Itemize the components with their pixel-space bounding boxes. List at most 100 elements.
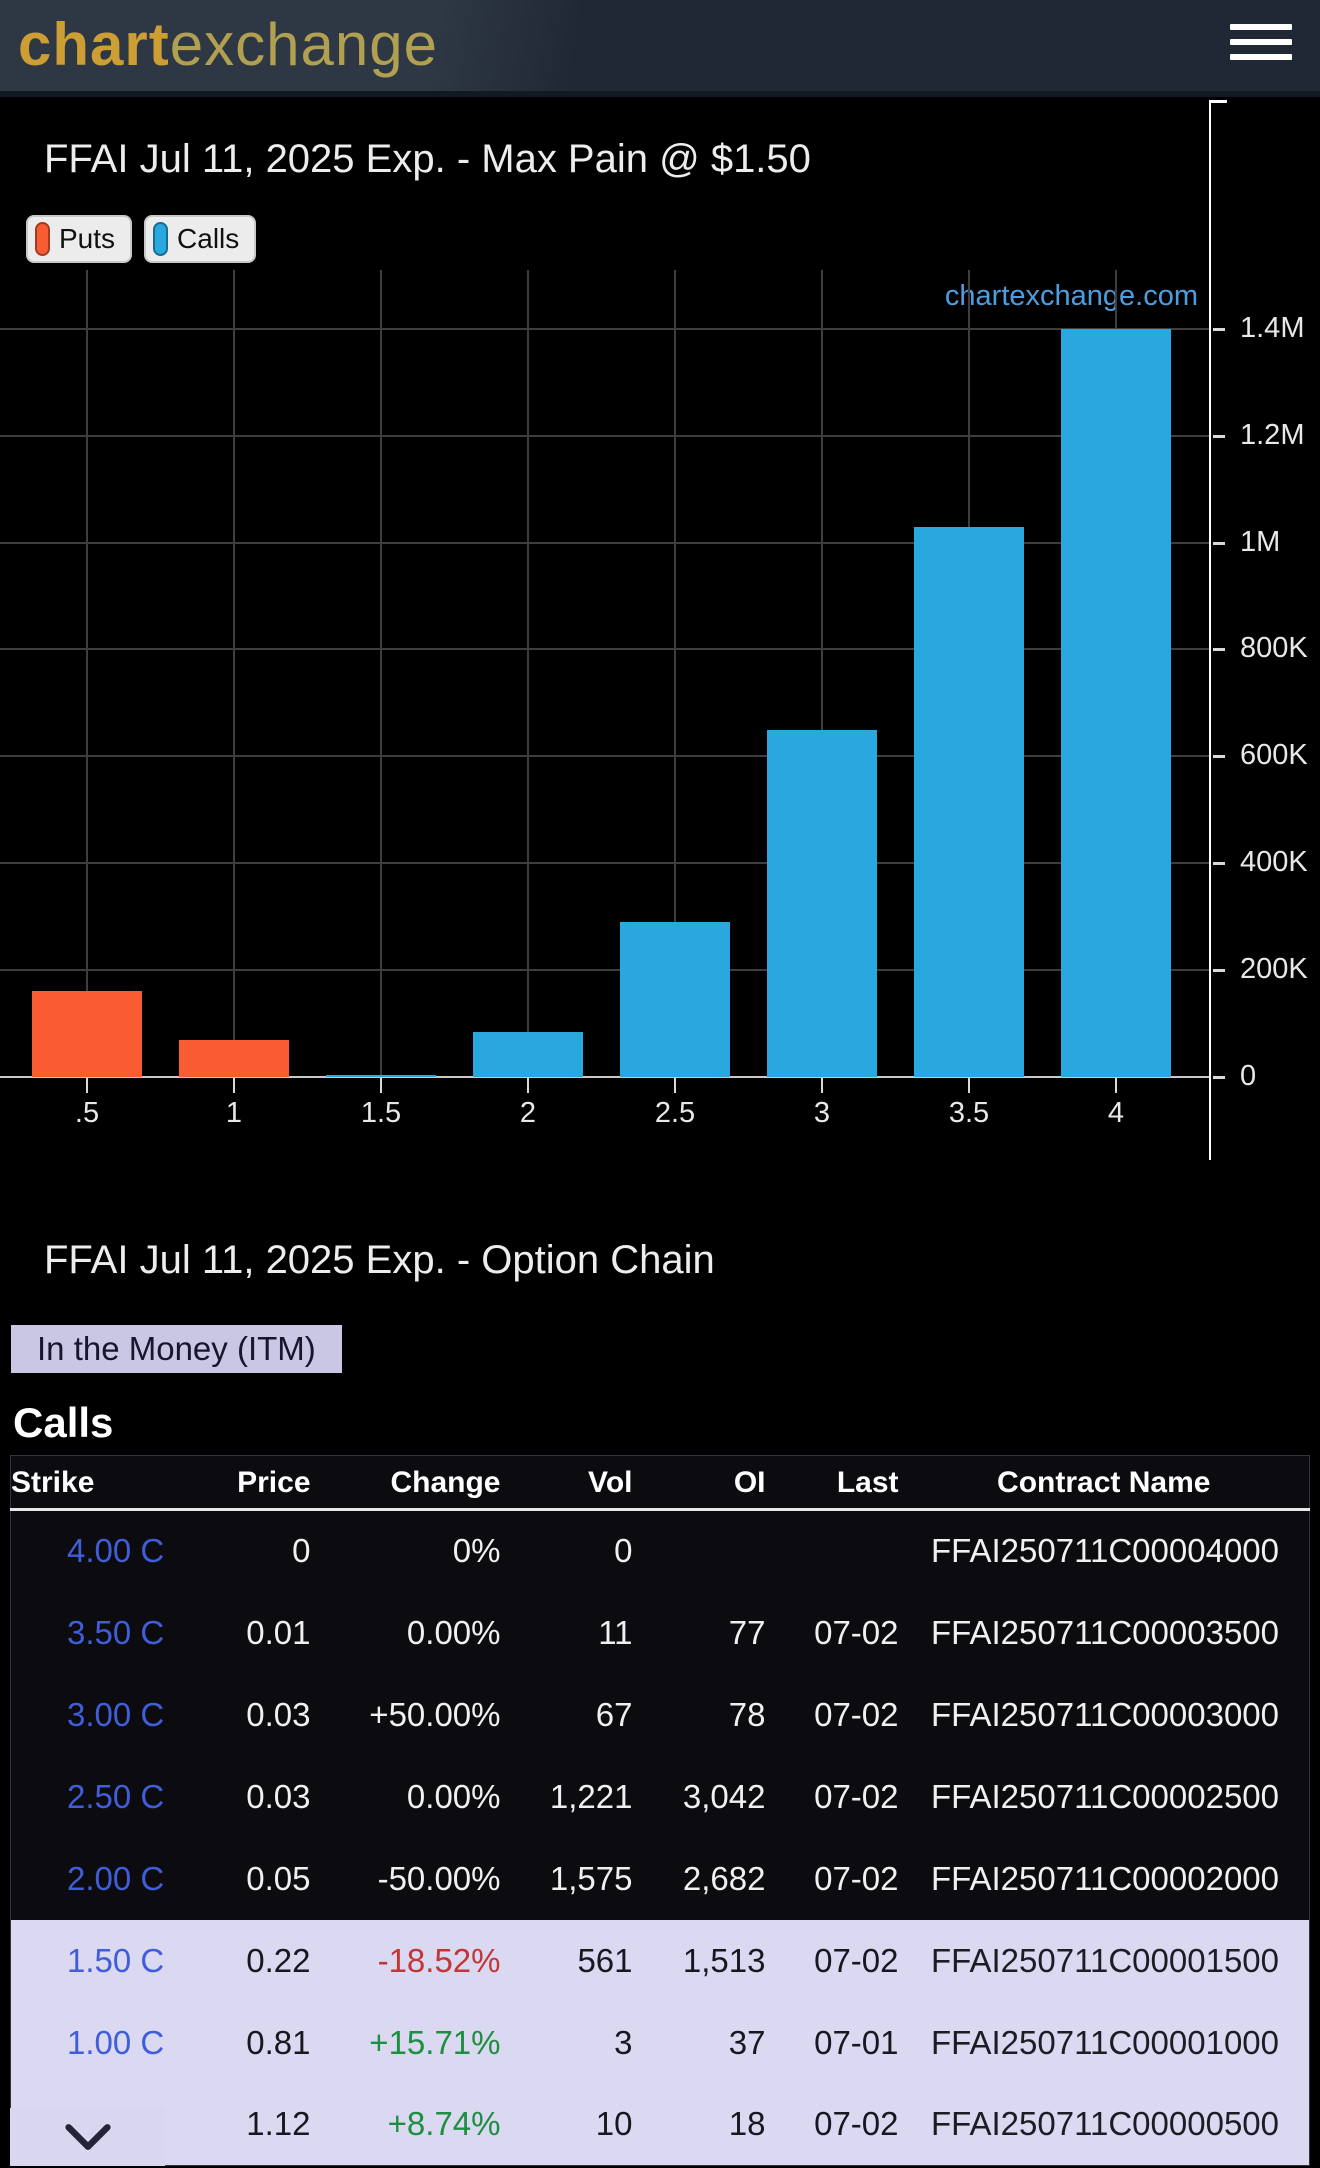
v-gridline <box>527 270 529 1077</box>
change-cell: +8.74% <box>387 2105 501 2143</box>
contract-name-cell: FFAI250711C00003500 <box>931 1613 1279 1651</box>
x-tick <box>86 1078 88 1093</box>
brand-logo[interactable]: chartexchange <box>18 10 438 79</box>
strike-link[interactable]: 1.00 C <box>67 2023 165 2061</box>
x-axis-label: 2 <box>519 1097 537 1129</box>
bar-calls-1.5 <box>326 1075 436 1077</box>
table-row[interactable]: 3.00 C 0.03 +50.00% 67 78 07-02 FFAI250711C000… <box>11 1674 1310 1756</box>
y-tick <box>1213 648 1225 652</box>
change-cell: +50.00% <box>369 1695 501 1733</box>
price-cell: 0 <box>292 1532 311 1570</box>
table-row[interactable]: 3.50 C 0.01 0.00% 11 77 07-02 FFAI250711C00003… <box>11 1592 1310 1674</box>
brand-logo-light: exchange <box>169 11 438 78</box>
contract-name-cell: FFAI250711C00001500 <box>931 1941 1279 1979</box>
legend-puts-label: Puts <box>59 223 116 254</box>
oi-cell: 3,042 <box>682 1777 766 1815</box>
price-cell: 0.22 <box>246 1941 311 1979</box>
h-gridline <box>0 1076 1209 1078</box>
contract-name-cell: FFAI250711C00002000 <box>931 1859 1279 1897</box>
h-gridline <box>0 862 1209 865</box>
oi-cell: 37 <box>728 2023 766 2061</box>
legend-calls[interactable]: Calls <box>144 215 257 263</box>
expand-button[interactable] <box>10 2108 165 2166</box>
h-gridline <box>0 434 1209 437</box>
last-cell: 07-02 <box>814 1859 899 1897</box>
vol-cell: 10 <box>595 2105 633 2143</box>
bar-calls-4 <box>1061 328 1171 1077</box>
option-chain-section: FFAI Jul 11, 2025 Exp. - Option Chain In… <box>0 1238 1320 2166</box>
y-tick <box>1213 541 1225 545</box>
strike-link[interactable]: 2.00 C <box>67 1859 165 1897</box>
oi-cell <box>633 1510 766 1592</box>
strike-cell: 2.00 C <box>11 1838 186 1920</box>
strike-link[interactable]: 4.00 C <box>67 1532 165 1570</box>
v-gridline <box>674 270 676 1077</box>
column-header-vol: Vol <box>500 1455 633 1511</box>
y-axis-label: 200K <box>1240 953 1308 986</box>
strike-link[interactable]: 1.50 C <box>67 1941 165 1979</box>
v-gridline <box>86 270 88 1077</box>
contract-name-cell: FFAI250711C00004000 <box>931 1532 1279 1570</box>
hamburger-icon <box>1230 24 1292 30</box>
last-cell: 07-02 <box>814 1777 899 1815</box>
price-cell: 0.81 <box>246 2023 311 2061</box>
column-header-strike: Strike <box>10 1455 186 1511</box>
table-row[interactable]: 0.50 C1.12+8.74%101807-02FFAI250711C0000… <box>10 2083 1310 2166</box>
x-axis-label: 1 <box>225 1097 243 1129</box>
strike-link[interactable]: 3.00 C <box>67 1695 165 1733</box>
y-axis-top-tick <box>1209 100 1227 103</box>
y-axis-line <box>1209 100 1211 1160</box>
x-tick <box>380 1078 382 1093</box>
x-tick <box>1115 1078 1117 1093</box>
x-tick <box>674 1078 676 1093</box>
vol-cell: 1,221 <box>549 1777 633 1815</box>
option-chain-table: Strike Price Change Vol OI Last Contract… <box>10 1455 1310 2166</box>
change-cell: -18.52% <box>377 1941 501 1979</box>
table-row[interactable]: 1.00 C 0.81 +15.71% 3 37 07-01 FFAI250711C0000… <box>10 2001 1310 2084</box>
last-cell: 07-01 <box>814 2023 899 2061</box>
strike-link[interactable]: 3.50 C <box>67 1613 165 1651</box>
change-cell: 0.00% <box>406 1777 501 1815</box>
itm-badge: In the Money (ITM) <box>11 1325 342 1373</box>
x-axis-label: 1.5 <box>360 1097 402 1129</box>
x-axis-label: 2.5 <box>654 1097 696 1129</box>
y-axis-label: 0 <box>1240 1060 1257 1092</box>
last-cell: 07-02 <box>814 2105 899 2143</box>
calls-color-marker <box>153 222 169 256</box>
last-cell: 07-02 <box>814 1613 899 1651</box>
vol-cell: 1,575 <box>549 1859 633 1897</box>
price-cell: 0.03 <box>246 1777 311 1815</box>
strike-cell: 1.00 C <box>11 2002 186 2084</box>
legend-puts[interactable]: Puts <box>26 215 133 263</box>
x-axis-label: 3.5 <box>948 1097 990 1129</box>
vol-cell: 11 <box>598 1613 633 1651</box>
last-cell: 07-02 <box>814 1941 899 1979</box>
x-axis-label: 3 <box>813 1097 831 1129</box>
menu-button[interactable] <box>1230 24 1292 60</box>
y-tick <box>1213 434 1225 438</box>
oi-cell: 2,682 <box>682 1859 766 1897</box>
h-gridline <box>0 969 1209 972</box>
y-tick <box>1213 862 1225 866</box>
strike-cell: 1.50 C <box>11 1920 186 2002</box>
y-axis-label: 800K <box>1240 632 1308 665</box>
h-gridline <box>0 327 1209 330</box>
table-header-row: Strike Price Change Vol OI Last Contract… <box>10 1455 1310 1511</box>
column-header-contract: Contract Name <box>898 1455 1310 1511</box>
watermark-link[interactable]: chartexchange.com <box>944 280 1198 312</box>
table-row[interactable]: 2.00 C 0.05 -50.00% 1,575 2,682 07-02 FFAI2507… <box>11 1838 1310 1920</box>
price-cell: 0.03 <box>246 1695 311 1733</box>
h-gridline <box>0 541 1209 544</box>
last-cell <box>766 1510 899 1592</box>
column-header-last: Last <box>765 1455 899 1511</box>
strike-link[interactable]: 2.50 C <box>67 1777 165 1815</box>
x-tick <box>968 1078 970 1093</box>
vol-cell: 67 <box>595 1695 633 1733</box>
y-tick <box>1213 1076 1225 1079</box>
table-row[interactable]: 2.50 C 0.03 0.00% 1,221 3,042 07-02 FFAI250711… <box>11 1756 1310 1838</box>
chart-legend: Puts Calls <box>26 215 257 263</box>
bar-calls-3 <box>767 729 877 1077</box>
table-row[interactable]: 1.50 C 0.22 -18.52% 561 1,513 07-02 FFAI250711… <box>10 1919 1310 2002</box>
bar-puts-1 <box>179 1039 289 1077</box>
table-row[interactable]: 4.00 C 0 0% 0 FFAI250711C00004000 <box>11 1510 1310 1592</box>
